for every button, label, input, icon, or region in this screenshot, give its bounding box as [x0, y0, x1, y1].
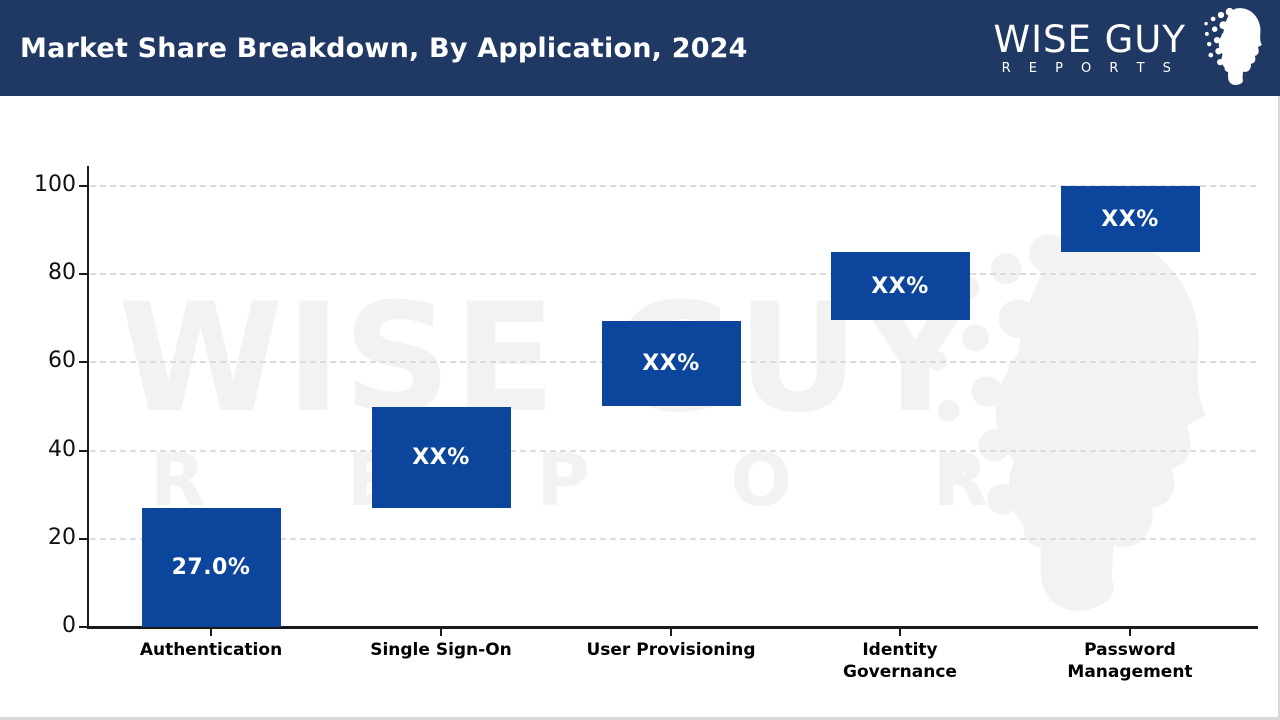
bar-4: XX%: [830, 252, 970, 321]
bar-value-label: XX%: [412, 444, 470, 470]
y-tick-mark: [79, 537, 88, 540]
x-category-label: Password Management: [1067, 640, 1193, 683]
y-tick-label: 20: [48, 524, 76, 550]
y-tick-mark: [79, 361, 88, 364]
x-tick-mark: [210, 629, 212, 636]
gridline: [90, 273, 1256, 276]
bar-1: 27.0%: [141, 507, 281, 627]
bar-value-label: XX%: [1101, 206, 1159, 232]
gridline: [90, 449, 1256, 452]
y-tick-label: 60: [48, 348, 76, 374]
x-axis-line: [87, 626, 1258, 629]
y-tick-mark: [79, 185, 88, 187]
x-tick-mark: [670, 629, 672, 636]
watermark-wordmark: WISE GUY: [118, 272, 972, 446]
y-axis-line: [87, 166, 89, 629]
y-tick-label: 0: [62, 613, 76, 638]
bar-5: XX%: [1060, 186, 1200, 253]
x-tick-mark: [440, 629, 442, 636]
logo-wordmark: WISE GUY: [993, 18, 1186, 61]
x-category-label: Single Sign-On: [370, 640, 512, 660]
x-category-label: Authentication: [139, 640, 283, 660]
logo-head-icon: [1204, 7, 1262, 86]
page-title: Market Share Breakdown, By Application, …: [20, 32, 748, 64]
y-tick-mark: [79, 449, 88, 452]
brand-logo: WISE GUY R E P O R T S: [994, 4, 1272, 92]
x-tick-mark: [1129, 629, 1131, 636]
y-tick-mark: [79, 273, 88, 276]
bar-2: XX%: [371, 406, 511, 508]
bar-value-label: 27.0%: [171, 554, 251, 580]
header: Market Share Breakdown, By Application, …: [0, 0, 1280, 96]
y-tick-label: 100: [34, 172, 76, 197]
x-category-label: User Provisioning: [586, 640, 756, 660]
bar-value-label: XX%: [642, 350, 700, 376]
x-tick-mark: [899, 629, 901, 636]
gridline: [90, 537, 1256, 540]
y-tick-label: 80: [48, 260, 76, 286]
x-category-label: Identity Governance: [843, 640, 957, 683]
logo-subtitle: R E P O R T S: [1001, 61, 1178, 76]
y-tick-mark: [79, 626, 88, 628]
y-tick-label: 40: [48, 436, 76, 462]
gridline: [90, 185, 1256, 187]
bar-3: XX%: [601, 320, 741, 407]
bar-value-label: XX%: [871, 273, 929, 299]
